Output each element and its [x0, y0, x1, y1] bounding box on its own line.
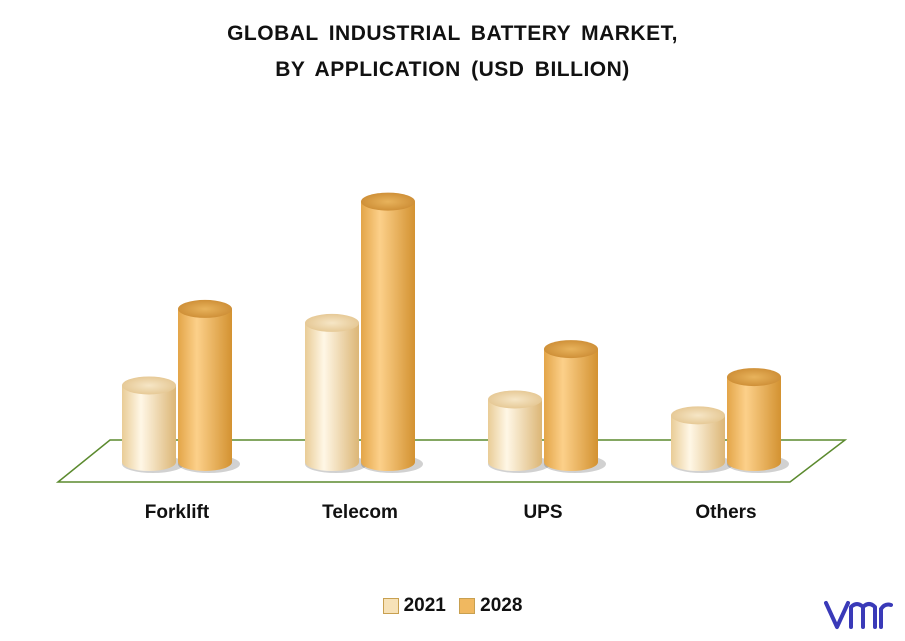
bar-forklift-2028 — [178, 299, 240, 473]
bar-telecom-2028 — [361, 192, 423, 473]
vmr-logo-icon — [824, 601, 893, 629]
bar-ups-2021 — [488, 390, 550, 473]
category-label-telecom: Telecom — [322, 502, 398, 523]
chart-floor — [55, 439, 848, 483]
bar-ups-2028 — [544, 340, 606, 473]
bar-others-2028 — [727, 368, 789, 473]
legend: 2021 2028 — [0, 595, 905, 620]
legend-swatch-2021 — [382, 598, 399, 614]
category-label-ups: UPS — [523, 502, 562, 523]
bar-chart: Forklift Telecom UPS Others — [55, 192, 848, 523]
chart-title-line1: GLOBAL INDUSTRIAL BATTERY MARKET, — [227, 22, 678, 45]
legend-swatch-2028 — [459, 598, 476, 614]
bar-telecom-2021 — [305, 313, 367, 473]
bar-others-2021 — [671, 406, 733, 473]
category-label-forklift: Forklift — [145, 502, 210, 523]
legend-label-2021: 2021 — [403, 595, 446, 616]
legend-item-2021: 2021 — [382, 595, 446, 617]
legend-item-2028: 2028 — [459, 595, 522, 617]
bar-forklift-2021 — [122, 376, 184, 473]
category-label-others: Others — [695, 502, 756, 523]
legend-label-2028: 2028 — [480, 595, 523, 616]
chart-title-line2: BY APPLICATION (USD BILLION) — [275, 58, 630, 81]
